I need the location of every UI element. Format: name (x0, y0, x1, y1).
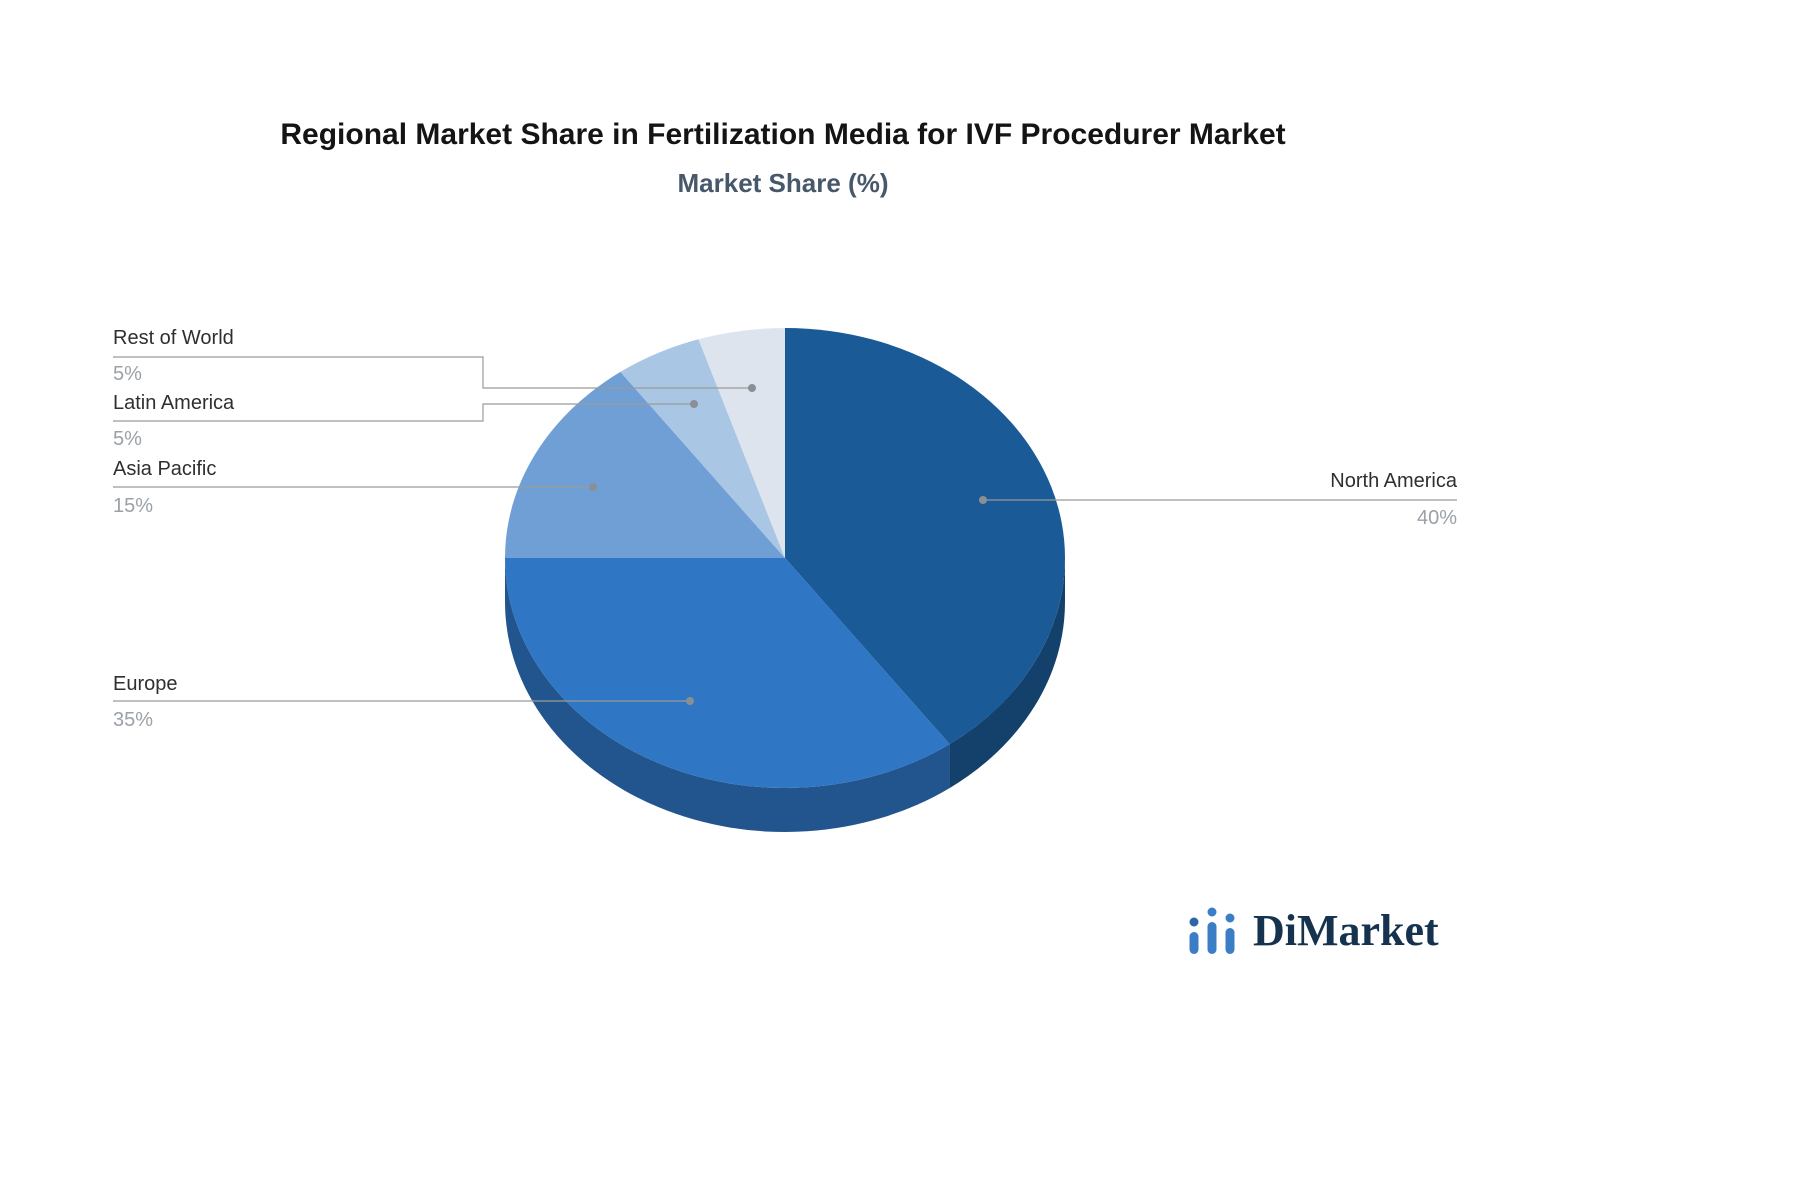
slice-label-asia-pacific: Asia Pacific (113, 458, 217, 480)
dimarket-logo-text: DiMarket (1253, 906, 1439, 955)
slice-label-rest-of-world: Rest of World (113, 327, 234, 349)
dimarket-logo: DiMarket (1185, 905, 1439, 957)
slice-label-latin-america: Latin America (113, 392, 235, 414)
slice-value-north-america: 40% (1416, 507, 1457, 529)
slice-value-europe: 35% (113, 709, 154, 731)
slice-label-europe: Europe (113, 673, 178, 695)
slice-value-asia-pacific: 15% (113, 495, 154, 517)
slice-value-latin-america: 5% (113, 428, 142, 450)
chart-title: Regional Market Share in Fertilization M… (280, 118, 1286, 151)
dimarket-logo-icon (1189, 907, 1235, 954)
chart-subtitle: Market Share (%) (677, 168, 889, 198)
slice-label-north-america: North America (1330, 470, 1457, 492)
slice-value-rest-of-world: 5% (113, 363, 142, 385)
